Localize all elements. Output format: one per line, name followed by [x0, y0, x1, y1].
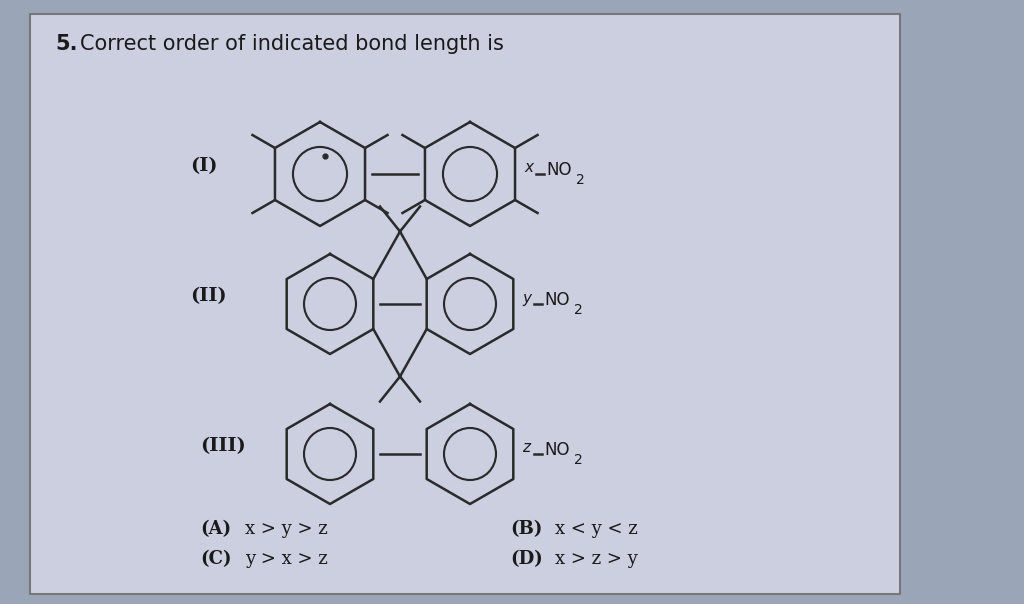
FancyBboxPatch shape	[30, 14, 900, 594]
Text: (II): (II)	[190, 287, 226, 305]
Text: (C): (C)	[200, 550, 231, 568]
Text: (B): (B)	[510, 520, 543, 538]
Text: 2: 2	[574, 453, 583, 467]
Text: y > x > z: y > x > z	[245, 550, 328, 568]
Text: NO: NO	[544, 441, 569, 459]
Text: x < y < z: x < y < z	[555, 520, 638, 538]
Text: x > y > z: x > y > z	[245, 520, 328, 538]
Text: NO: NO	[544, 291, 569, 309]
Text: Correct order of indicated bond length is: Correct order of indicated bond length i…	[80, 34, 504, 54]
Text: y: y	[522, 291, 531, 306]
Text: 5.: 5.	[55, 34, 78, 54]
Text: x: x	[524, 161, 534, 176]
Text: x > z > y: x > z > y	[555, 550, 638, 568]
Text: (I): (I)	[190, 157, 217, 175]
Text: (A): (A)	[200, 520, 231, 538]
Text: (III): (III)	[200, 437, 246, 455]
Text: (D): (D)	[510, 550, 543, 568]
Polygon shape	[427, 254, 513, 354]
Text: 2: 2	[575, 173, 585, 187]
Text: NO: NO	[546, 161, 571, 179]
Text: z: z	[522, 440, 530, 455]
Text: 2: 2	[574, 303, 583, 317]
Polygon shape	[425, 122, 515, 226]
Polygon shape	[287, 404, 374, 504]
Polygon shape	[287, 254, 374, 354]
Polygon shape	[427, 404, 513, 504]
Polygon shape	[275, 122, 365, 226]
